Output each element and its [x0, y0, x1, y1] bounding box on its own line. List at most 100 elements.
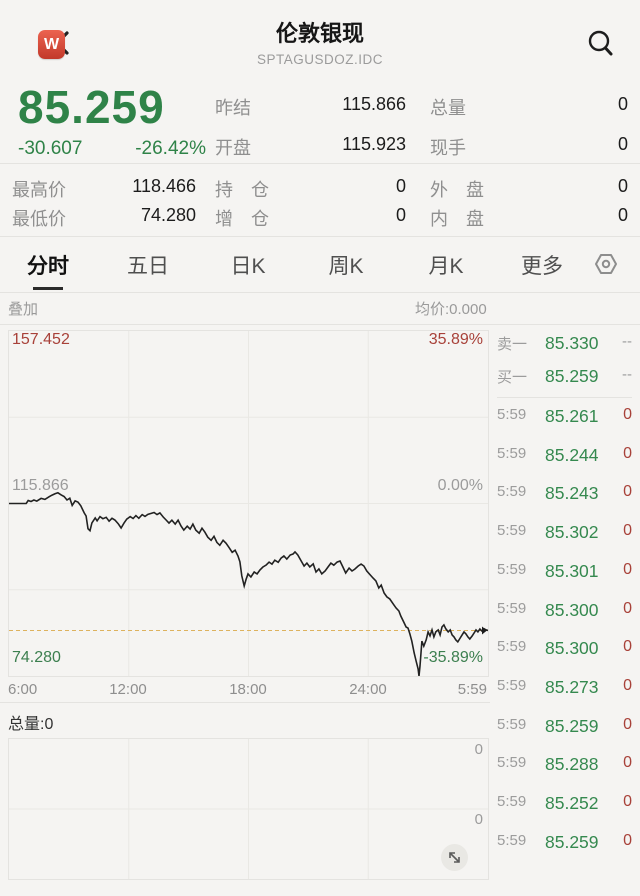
- expand-arrows-icon: [449, 852, 460, 863]
- stat-label: 总量: [430, 98, 466, 118]
- bid-row: 买一 85.259 --: [497, 366, 632, 388]
- stat-label: 外 盘: [430, 180, 484, 200]
- stat-value: 115.866: [342, 94, 406, 114]
- tick-volume: 0: [623, 754, 632, 771]
- stat-value: 118.466: [132, 176, 196, 196]
- stat-label: 最高价: [12, 180, 66, 200]
- tick-time: 5:59: [497, 522, 527, 539]
- tab-月K[interactable]: 月K: [428, 255, 464, 278]
- price-change: -30.607: [18, 138, 83, 159]
- settings-hexagon-icon: [595, 254, 617, 274]
- tick-price: 85.301: [545, 561, 599, 581]
- tick-volume: 0: [623, 677, 632, 694]
- active-tab-underline: [33, 287, 63, 290]
- stat-value: 0: [617, 94, 628, 114]
- tick-price: 85.261: [545, 406, 599, 426]
- tick-row: 5:59 85.243 0: [497, 483, 632, 505]
- page-title: 伦敦银现: [275, 21, 364, 46]
- ask-volume: --: [622, 333, 632, 350]
- tab-更多[interactable]: 更多: [521, 255, 563, 278]
- tick-time: 5:59: [497, 483, 527, 500]
- tick-price: 85.288: [545, 754, 599, 774]
- y-mid-label: 115.866: [12, 477, 69, 494]
- tab-五日[interactable]: 五日: [127, 255, 169, 278]
- tick-price: 85.300: [545, 600, 599, 620]
- tick-volume: 0: [623, 561, 632, 578]
- tick-volume: 0: [623, 600, 632, 617]
- tick-price: 85.300: [545, 638, 599, 658]
- price-change-pct: -26.42%: [135, 138, 206, 159]
- tick-row: 5:59 85.300 0: [497, 638, 632, 660]
- tick-time: 5:59: [497, 406, 527, 423]
- tick-volume: 0: [623, 716, 632, 733]
- tick-price: 85.252: [545, 793, 599, 813]
- wind-app-logo[interactable]: W: [38, 30, 65, 59]
- tick-row: 5:59 85.273 0: [497, 677, 632, 699]
- tick-time: 5:59: [497, 832, 527, 849]
- volume-scale-bottom: 0: [474, 811, 483, 828]
- volume-scale-top: 0: [474, 741, 483, 758]
- x-axis-tick: 24:00: [349, 681, 387, 698]
- tick-time: 5:59: [497, 754, 527, 771]
- tick-time: 5:59: [497, 445, 527, 462]
- tick-row: 5:59 85.259 0: [497, 716, 632, 738]
- tick-price: 85.302: [545, 522, 599, 542]
- tick-row: 5:59 85.302 0: [497, 522, 632, 544]
- tick-time: 5:59: [497, 677, 527, 694]
- stat-label: 持 仓: [215, 180, 269, 200]
- tick-price: 85.259: [545, 716, 599, 736]
- ask-row: 卖一 85.330 --: [497, 333, 632, 355]
- price-line: [9, 491, 488, 676]
- tick-row: 5:59 85.252 0: [497, 793, 632, 815]
- expand-chart-button[interactable]: [441, 844, 468, 871]
- tab-周K[interactable]: 周K: [328, 255, 364, 278]
- chart-settings-button[interactable]: [592, 250, 620, 278]
- avg-price-label: 均价:0.000: [415, 301, 487, 318]
- tick-row: 5:59 85.261 0: [497, 406, 632, 428]
- stat-label: 内 盘: [430, 209, 484, 229]
- stat-value: 0: [617, 205, 628, 225]
- stat-label: 昨结: [215, 98, 251, 118]
- x-axis-tick: 18:00: [229, 681, 267, 698]
- tick-row: 5:59 85.288 0: [497, 754, 632, 776]
- stat-label: 增 仓: [215, 209, 269, 229]
- intraday-chart-plot[interactable]: [8, 330, 489, 677]
- stat-value: 74.280: [140, 205, 196, 225]
- stat-value: 115.923: [342, 134, 406, 154]
- tick-row: 5:59 85.244 0: [497, 445, 632, 467]
- tick-time: 5:59: [497, 638, 527, 655]
- bid-volume: --: [622, 366, 632, 383]
- tick-volume: 0: [623, 638, 632, 655]
- stat-value: 0: [617, 134, 628, 154]
- instrument-code: SPTAGUSDOZ.IDC: [256, 52, 383, 67]
- tick-volume: 0: [623, 483, 632, 500]
- tab-分时[interactable]: 分时: [27, 255, 69, 278]
- volume-title: 总量:0: [8, 716, 54, 733]
- stat-value: 0: [395, 205, 406, 225]
- tick-volume: 0: [623, 832, 632, 849]
- y-max-label: 157.452: [12, 331, 70, 348]
- y-min-label: 74.280: [12, 649, 61, 666]
- tick-price: 85.259: [545, 832, 599, 852]
- tick-row: 5:59 85.301 0: [497, 561, 632, 583]
- tick-price: 85.273: [545, 677, 599, 697]
- bid-label: 买一: [497, 369, 528, 386]
- tick-time: 5:59: [497, 716, 527, 733]
- bid-price: 85.259: [545, 366, 599, 386]
- price-end-marker: [482, 626, 487, 635]
- tick-volume: 0: [623, 445, 632, 462]
- x-axis-tick: 12:00: [109, 681, 147, 698]
- pct-mid-label: 0.00%: [437, 477, 483, 494]
- tab-日K[interactable]: 日K: [230, 255, 266, 278]
- stat-value: 0: [395, 176, 406, 196]
- volume-chart-plot[interactable]: [8, 738, 489, 880]
- stat-label: 最低价: [12, 209, 66, 229]
- tick-price: 85.244: [545, 445, 599, 465]
- search-button[interactable]: [585, 28, 617, 60]
- tick-volume: 0: [623, 406, 632, 423]
- chart-period-tabs: 分时 五日 日K 周K 月K 更多: [0, 240, 640, 292]
- x-axis-tick: 6:00: [8, 681, 38, 698]
- overlay-button[interactable]: 叠加: [8, 301, 39, 318]
- stat-value: 0: [617, 176, 628, 196]
